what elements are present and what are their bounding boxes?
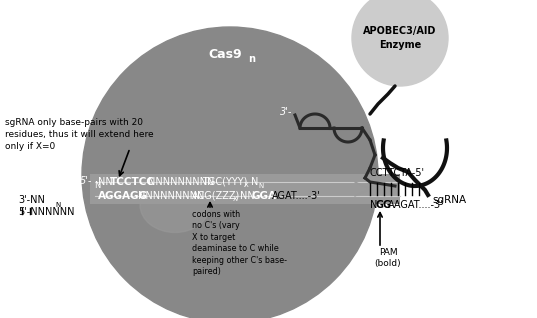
Text: n: n: [249, 54, 256, 64]
Text: Enzyme: Enzyme: [379, 40, 421, 50]
Text: AAGAT....-3': AAGAT....-3': [388, 200, 444, 210]
Text: N: N: [258, 183, 263, 189]
Text: 5'-NNNNNN: 5'-NNNNNN: [18, 207, 75, 217]
Text: sgRNA: sgRNA: [432, 195, 466, 205]
Text: N: N: [370, 200, 378, 210]
Text: N: N: [251, 177, 258, 187]
Text: 3'-NN: 3'-NN: [18, 195, 45, 205]
Text: AGAT....-3': AGAT....-3': [272, 191, 321, 201]
Text: AGGAGG: AGGAGG: [98, 191, 148, 201]
Text: 3'-: 3'-: [280, 107, 292, 117]
Text: ACG(ZZZ): ACG(ZZZ): [192, 191, 240, 201]
Circle shape: [352, 0, 448, 86]
Text: NN: NN: [98, 177, 113, 187]
Circle shape: [82, 27, 378, 318]
FancyBboxPatch shape: [90, 174, 400, 204]
Text: N: N: [55, 202, 60, 208]
Text: 5'-: 5'-: [79, 176, 92, 186]
Text: X: X: [244, 182, 249, 188]
Text: CCTTCTA-5': CCTTCTA-5': [370, 168, 425, 178]
Text: GGA: GGA: [252, 191, 277, 201]
Text: PAM
(bold): PAM (bold): [375, 248, 401, 268]
Text: sgRNA only base-pairs with 20
residues, thus it will extend here
only if X=0: sgRNA only base-pairs with 20 residues, …: [5, 118, 154, 151]
Text: GG: GG: [376, 200, 392, 210]
Text: N: N: [94, 182, 100, 190]
Text: X: X: [233, 196, 238, 202]
Text: TCCTCC: TCCTCC: [110, 177, 155, 187]
Text: Cas9: Cas9: [208, 49, 242, 61]
Text: NNNNNNNNN: NNNNNNNNN: [148, 177, 214, 187]
Text: codons with
no C's (vary
X to target
deaminase to C while
keeping other C's base: codons with no C's (vary X to target dea…: [192, 210, 287, 276]
Ellipse shape: [140, 177, 210, 232]
Text: TGC(YYY): TGC(YYY): [202, 177, 248, 187]
Text: APOBEC3/AID: APOBEC3/AID: [364, 26, 437, 36]
Text: NNNNNNNNN: NNNNNNNNN: [138, 191, 205, 201]
Text: NN: NN: [240, 191, 255, 201]
